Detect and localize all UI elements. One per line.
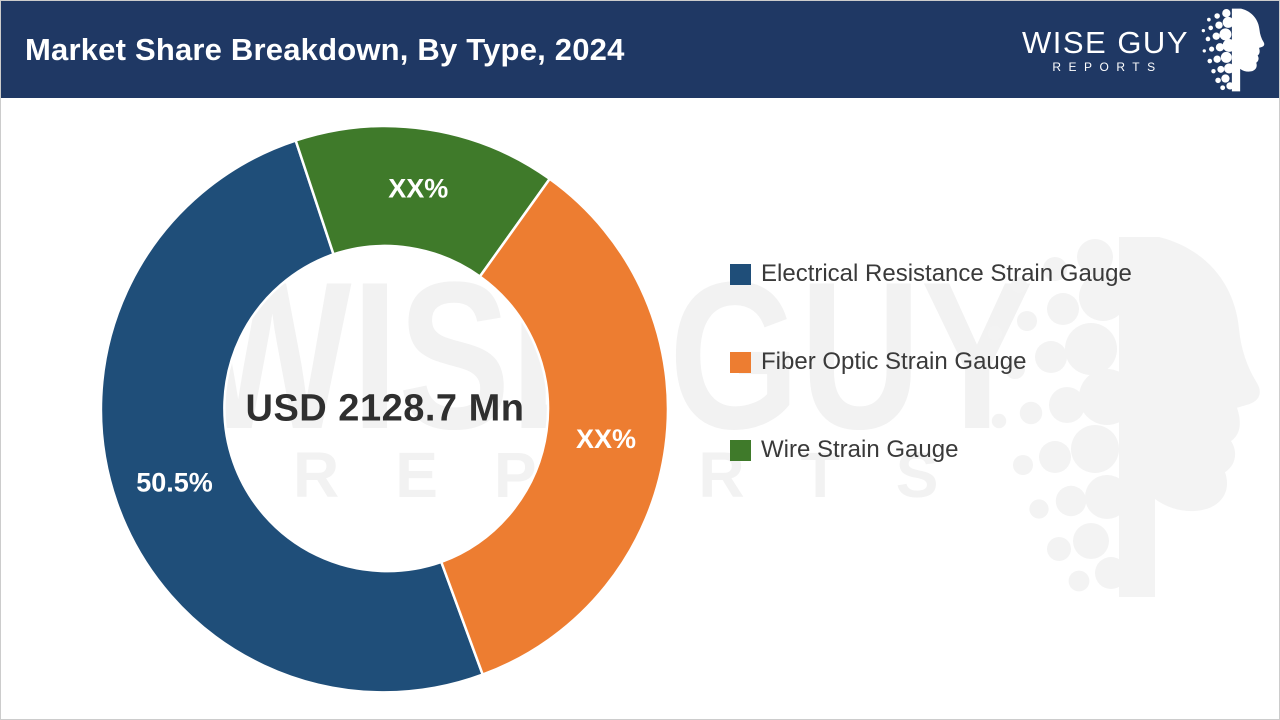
wise-guy-logo: WISE GUY REPORTS (1022, 5, 1265, 95)
legend-label-wire-strain-gauge: Wire Strain Gauge (761, 436, 959, 463)
segment-label-electrical-resistance-strain-gauge: 50.5% (136, 468, 213, 498)
donut-segment-wire-strain-gauge (294, 124, 552, 279)
legend-item-fiber-optic-strain-gauge: Fiber Optic Strain Gauge (730, 347, 1132, 377)
header-bar: Market Share Breakdown, By Type, 2024 WI… (1, 1, 1279, 98)
donut-segment-electrical-resistance-strain-gauge (99, 138, 485, 694)
page-title: Market Share Breakdown, By Type, 2024 (25, 31, 625, 67)
logo-face-icon (1201, 8, 1265, 92)
logo-brand: WISE GUY (1021, 25, 1189, 60)
legend-swatch-fiber-optic-strain-gauge (730, 351, 751, 373)
legend-swatch-electrical-resistance-strain-gauge (730, 263, 751, 285)
logo-text: WISE GUY REPORTS (1022, 27, 1189, 73)
donut-center-value: USD 2128.7 Mn (245, 387, 525, 430)
logo-sub: REPORTS (1052, 60, 1163, 74)
legend-label-electrical-resistance-strain-gauge: Electrical Resistance Strain Gauge (761, 260, 1132, 287)
legend-item-wire-strain-gauge: Wire Strain Gauge (730, 435, 1132, 465)
segment-label-wire-strain-gauge: XX% (388, 174, 448, 204)
donut-segment-fiber-optic-strain-gauge (439, 177, 670, 677)
legend-swatch-wire-strain-gauge (730, 439, 751, 461)
legend: Electrical Resistance Strain Gauge Fiber … (730, 259, 1132, 523)
legend-label-fiber-optic-strain-gauge: Fiber Optic Strain Gauge (761, 348, 1027, 375)
legend-item-electrical-resistance-strain-gauge: Electrical Resistance Strain Gauge (730, 259, 1132, 289)
segment-label-fiber-optic-strain-gauge: XX% (576, 424, 636, 454)
